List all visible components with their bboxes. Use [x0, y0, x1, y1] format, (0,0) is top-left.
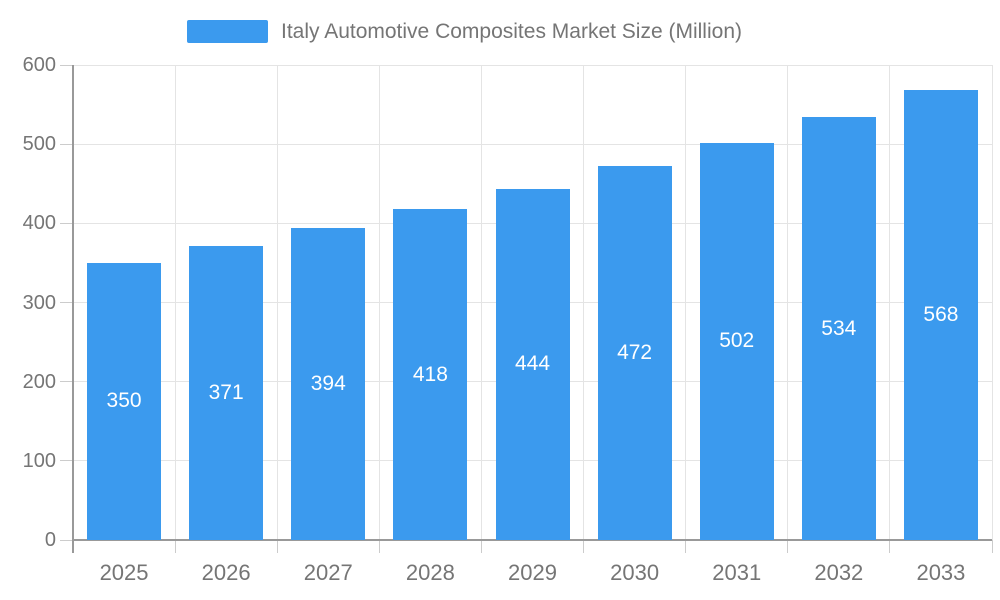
bar-2026[interactable]: 371 — [189, 246, 264, 540]
y-tick-mark — [60, 64, 73, 66]
bar-value-label: 502 — [719, 329, 755, 353]
legend-item[interactable]: Italy Automotive Composites Market Size … — [187, 20, 742, 43]
gridline-vertical — [378, 65, 380, 540]
x-axis-label-2031: 2031 — [712, 560, 762, 585]
y-tick-mark — [60, 381, 73, 383]
gridline-vertical — [480, 65, 482, 540]
x-axis-label-2028: 2028 — [405, 560, 455, 585]
x-axis-label-2029: 2029 — [508, 560, 557, 585]
x-axis-label-2030: 2030 — [610, 560, 660, 585]
gridline-vertical — [174, 65, 176, 540]
x-axis-label-2025: 2025 — [99, 560, 149, 585]
bar-value-label: 568 — [923, 303, 959, 327]
x-axis-label-2032: 2032 — [814, 560, 864, 585]
bar-2025[interactable]: 350 — [87, 262, 162, 540]
bar-value-label: 371 — [208, 381, 244, 405]
bar-value-label: 444 — [514, 352, 551, 376]
x-axis-line — [72, 539, 992, 541]
x-tick-mark — [991, 540, 993, 553]
gridline-vertical — [787, 65, 789, 540]
y-axis-label: 0 — [44, 529, 56, 551]
y-axis-label: 200 — [22, 370, 56, 393]
x-tick-mark — [174, 540, 176, 553]
bar-2031[interactable]: 502 — [699, 142, 774, 540]
gridline-vertical — [889, 65, 891, 540]
bar-value-label: 534 — [821, 316, 857, 340]
y-axis-label: 400 — [22, 212, 56, 235]
bar-2027[interactable]: 394 — [291, 228, 366, 540]
x-tick-mark — [787, 540, 789, 553]
bar-2029[interactable]: 444 — [495, 188, 570, 540]
y-axis-label: 500 — [22, 133, 56, 156]
gridline-vertical — [583, 65, 585, 540]
y-axis-label: 100 — [22, 449, 56, 472]
y-tick-mark — [60, 460, 73, 462]
gridline-horizontal — [73, 64, 992, 66]
y-tick-mark — [60, 539, 73, 541]
x-tick-mark — [583, 540, 585, 553]
gridline-vertical — [991, 65, 993, 540]
x-tick-mark — [685, 540, 687, 553]
gridline-vertical — [685, 65, 687, 540]
bar-2033[interactable]: 568 — [903, 90, 978, 540]
bar-2032[interactable]: 534 — [801, 117, 876, 540]
y-axis-label: 600 — [22, 54, 56, 76]
x-tick-mark — [276, 540, 278, 553]
gridline-vertical — [276, 65, 278, 540]
bar-value-label: 472 — [617, 341, 653, 365]
y-tick-mark — [60, 222, 73, 224]
legend-swatch — [187, 20, 268, 43]
bar-2028[interactable]: 418 — [393, 209, 468, 540]
x-axis-label-2027: 2027 — [303, 560, 353, 585]
x-axis-label-2033: 2033 — [916, 560, 966, 585]
x-axis-label-2026: 2026 — [201, 560, 251, 585]
y-axis-line — [72, 65, 74, 553]
x-tick-mark — [378, 540, 380, 553]
x-tick-mark — [889, 540, 891, 553]
bar-value-label: 394 — [310, 372, 346, 396]
bar-value-label: 418 — [412, 362, 448, 386]
x-tick-mark — [480, 540, 482, 553]
legend-label: Italy Automotive Composites Market Size … — [281, 20, 742, 43]
y-axis-label: 300 — [22, 291, 56, 314]
bar-2030[interactable]: 472 — [597, 166, 672, 540]
y-tick-mark — [60, 302, 73, 303]
bar-value-label: 350 — [106, 389, 142, 413]
gridline-horizontal — [73, 143, 992, 145]
y-tick-mark — [60, 143, 73, 145]
